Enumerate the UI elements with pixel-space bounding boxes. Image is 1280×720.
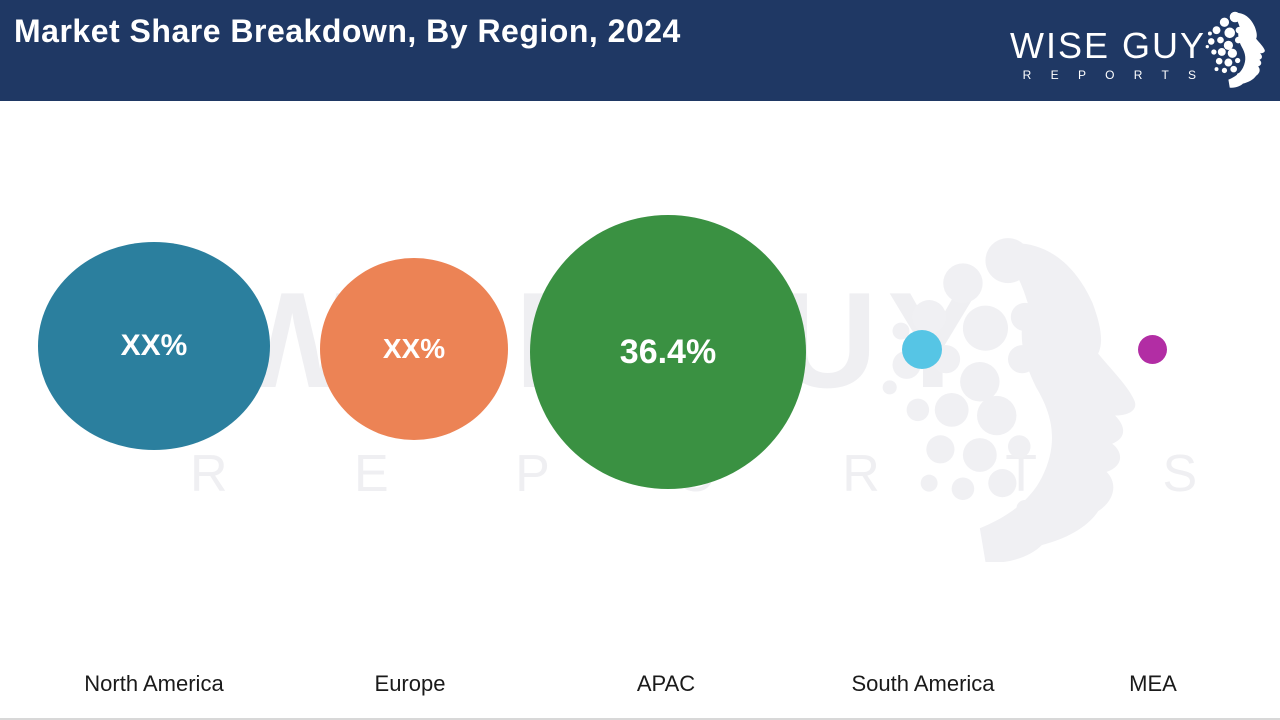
category-label-south-america: South America <box>851 671 995 696</box>
category-label-mea: MEA <box>1129 671 1177 696</box>
bubble-south-america <box>902 330 942 369</box>
page-title: Market Share Breakdown, By Region, 2024 <box>14 13 681 49</box>
bubble-apac: 36.4% <box>530 215 806 489</box>
bubble-europe: XX% <box>320 258 508 440</box>
header-bar: Market Share Breakdown, By Region, 2024 … <box>0 0 1280 101</box>
logo-name: WISE GUY <box>1009 25 1206 66</box>
bubble-north-america: XX% <box>38 242 270 450</box>
wiseguy-head-icon <box>1202 6 1268 90</box>
bubble-value-label: XX% <box>382 333 446 364</box>
logo-text: WISE GUY R E P O R T S <box>1009 25 1206 83</box>
wiseguy-logo: WISE GUY R E P O R T S <box>1010 6 1268 90</box>
bubble-value-label: 36.4% <box>619 332 717 371</box>
watermark-head-icon <box>842 224 1174 562</box>
category-label-europe: Europe <box>374 671 446 696</box>
logo-subtitle: R E P O R T S <box>1022 68 1204 82</box>
bubble-mea <box>1138 335 1167 364</box>
bubble-value-label: XX% <box>120 329 188 362</box>
category-label-apac: APAC <box>636 671 696 696</box>
category-label-north-america: North America <box>84 671 224 696</box>
